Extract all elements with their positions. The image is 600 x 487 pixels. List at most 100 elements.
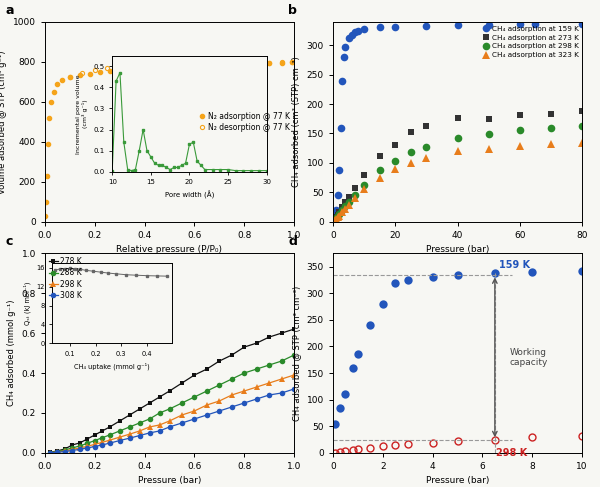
- CH₄ adsorption at 273 K: [339, 204, 346, 210]
- 288 K: [290, 352, 298, 358]
- 278 K: [241, 344, 248, 350]
- N₂ adsorption @ 77 K: [44, 141, 52, 147]
- CH₄ adsorption at 159 K: [423, 23, 430, 29]
- 298 K: [146, 424, 153, 430]
- 288 K: [156, 410, 163, 416]
- CH₄ adsorption at 159 K: [331, 216, 338, 222]
- CH₄ adsorption at 298 K: [332, 215, 340, 221]
- N₂ adsorption @ 77 K: [228, 61, 235, 67]
- N₂ adsorption @ 77 K: [47, 99, 55, 105]
- 288 K: [278, 358, 285, 364]
- N₂ adsorption @ 77 K: [266, 60, 273, 66]
- CH₄ adsorption at 298 K: [361, 182, 368, 188]
- 308 K: [216, 408, 223, 414]
- 298 K: [61, 448, 68, 454]
- N₂ adsorption @ 77 K: [46, 115, 53, 121]
- CH₄ adsorption at 159 K: [330, 218, 337, 224]
- N₂ desorption @ 77 K: [278, 59, 285, 65]
- N₂ desorption @ 77 K: [104, 65, 111, 71]
- 308 K: [126, 435, 133, 441]
- 288 K: [116, 428, 124, 434]
- N₂ adsorption @ 77 K: [191, 62, 198, 68]
- CH₄ adsorption at 323 K: [332, 216, 340, 222]
- 298 K: [46, 450, 53, 456]
- 298 K: [203, 402, 211, 408]
- CH₄ adsorption at 323 K: [392, 167, 399, 172]
- 288 K: [203, 388, 211, 394]
- CH₄ adsorption at 298 K: [376, 167, 383, 173]
- Line: 288 K: 288 K: [47, 352, 297, 455]
- CH₄ adsorption at 159 K: [355, 28, 362, 34]
- 308 K: [106, 440, 113, 446]
- 278 K: [54, 448, 61, 454]
- CH₄ adsorption at 298 K: [351, 192, 358, 198]
- CH₄ adsorption at 323 K: [423, 155, 430, 161]
- 288 K: [76, 443, 83, 449]
- CH₄ adsorption at 298 K: [334, 213, 341, 219]
- 308 K: [178, 420, 185, 426]
- CH₄ adsorption at 323 K: [516, 143, 523, 149]
- N₂ desorption @ 77 K: [241, 60, 248, 66]
- 298 K: [126, 431, 133, 437]
- N₂ desorption @ 77 K: [266, 60, 273, 66]
- CH₄ adsorption at 323 K: [547, 141, 554, 147]
- CH₄ adsorption at 298 K: [407, 150, 415, 155]
- CH₄ adsorption at 323 K: [330, 218, 337, 224]
- X-axis label: Pressure (bar): Pressure (bar): [426, 245, 489, 254]
- 288 K: [136, 420, 143, 426]
- 278 K: [156, 394, 163, 400]
- CH₄ adsorption at 323 K: [485, 146, 492, 151]
- CH₄ adsorption at 159 K: [345, 35, 352, 41]
- 288 K: [69, 445, 76, 451]
- CH₄ adsorption at 159 K: [337, 125, 344, 131]
- 298 K: [266, 380, 273, 386]
- 308 K: [76, 447, 83, 452]
- N₂ desorption @ 77 K: [228, 60, 235, 66]
- CH₄ adsorption at 273 K: [516, 112, 523, 118]
- 308 K: [46, 450, 53, 456]
- 298 K: [106, 437, 113, 443]
- N₂ desorption @ 77 K: [216, 61, 223, 67]
- 298 K: [241, 388, 248, 394]
- CH₄ adsorption at 159 K: [335, 168, 343, 173]
- 278 K: [228, 352, 235, 358]
- 298 K: [191, 408, 198, 414]
- 288 K: [91, 438, 98, 444]
- 278 K: [106, 424, 113, 430]
- CH₄ adsorption at 323 K: [351, 195, 358, 201]
- CH₄ adsorption at 298 K: [345, 199, 352, 205]
- CH₄ adsorption at 323 K: [335, 213, 343, 219]
- 278 K: [203, 366, 211, 372]
- CH₄ adsorption at 298 K: [454, 135, 461, 141]
- CH₄ adsorption at 159 K: [332, 207, 340, 213]
- CH₄ adsorption at 323 K: [361, 187, 368, 192]
- CH₄ adsorption at 298 K: [330, 218, 337, 224]
- N₂ adsorption @ 77 K: [128, 65, 136, 71]
- 288 K: [191, 394, 198, 400]
- 288 K: [84, 440, 91, 446]
- N₂ adsorption @ 77 K: [67, 75, 74, 80]
- CH₄ adsorption at 298 K: [342, 203, 349, 208]
- 278 K: [98, 428, 106, 434]
- N₂ adsorption @ 77 K: [106, 68, 113, 74]
- CH₄ adsorption at 273 K: [335, 209, 343, 215]
- CH₄ adsorption at 159 K: [348, 32, 355, 38]
- 308 K: [278, 390, 285, 396]
- CH₄ adsorption at 298 K: [547, 125, 554, 131]
- Line: CH₄ adsorption at 323 K: CH₄ adsorption at 323 K: [330, 140, 586, 225]
- CH₄ adsorption at 298 K: [516, 127, 523, 133]
- 308 K: [228, 404, 235, 410]
- 278 K: [91, 432, 98, 438]
- N₂ desorption @ 77 K: [67, 75, 74, 80]
- N₂ adsorption @ 77 K: [50, 89, 58, 94]
- N₂ adsorption @ 77 K: [59, 77, 66, 83]
- CH₄ adsorption at 159 K: [340, 54, 347, 60]
- 298 K: [116, 434, 124, 440]
- N₂ adsorption @ 77 K: [54, 81, 61, 87]
- CH₄ adsorption at 273 K: [345, 194, 352, 200]
- Line: CH₄ adsorption at 298 K: CH₄ adsorption at 298 K: [330, 123, 586, 225]
- CH₄ adsorption at 159 K: [339, 78, 346, 84]
- 278 K: [253, 340, 260, 346]
- 288 K: [241, 370, 248, 376]
- CH₄ adsorption at 323 K: [339, 209, 346, 215]
